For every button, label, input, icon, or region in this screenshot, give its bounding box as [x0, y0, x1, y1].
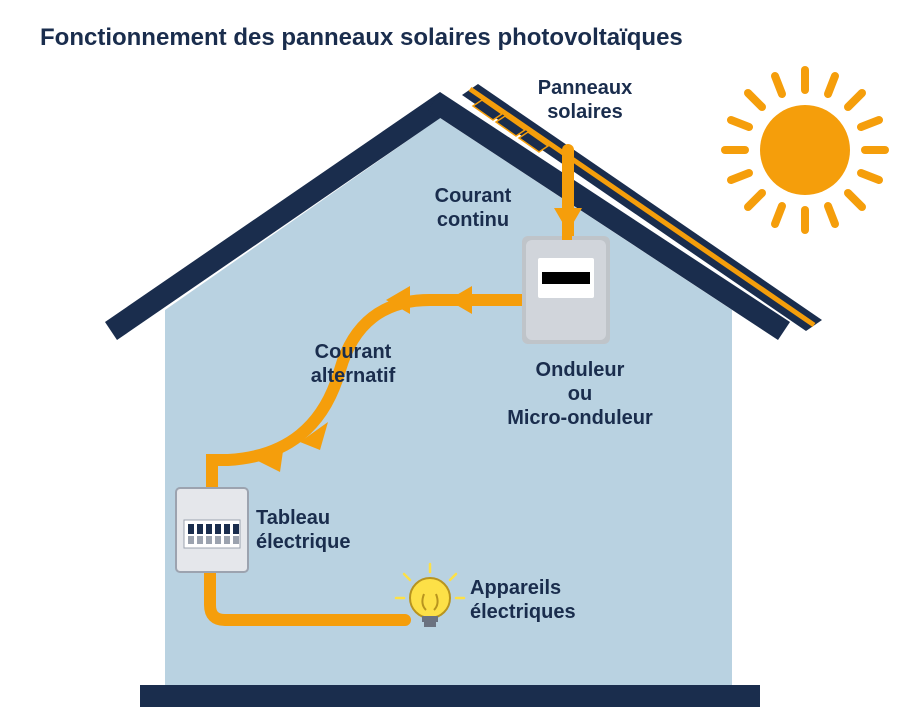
label-ac-current: Courant alternatif — [278, 340, 428, 388]
diagram-title: Fonctionnement des panneaux solaires pho… — [40, 24, 683, 52]
label-distribution-board: Tableau électrique — [256, 506, 386, 554]
label-dc-current: Courant continu — [408, 184, 538, 232]
label-panels: Panneaux solaires — [500, 76, 670, 124]
sun-icon — [725, 70, 885, 230]
inverter-icon — [522, 232, 610, 344]
solar-diagram — [0, 0, 922, 720]
label-appliances: Appareils électriques — [470, 576, 620, 624]
label-inverter: Onduleur ou Micro-onduleur — [490, 358, 670, 430]
distribution-board-icon — [176, 488, 248, 572]
house-base — [140, 685, 760, 707]
